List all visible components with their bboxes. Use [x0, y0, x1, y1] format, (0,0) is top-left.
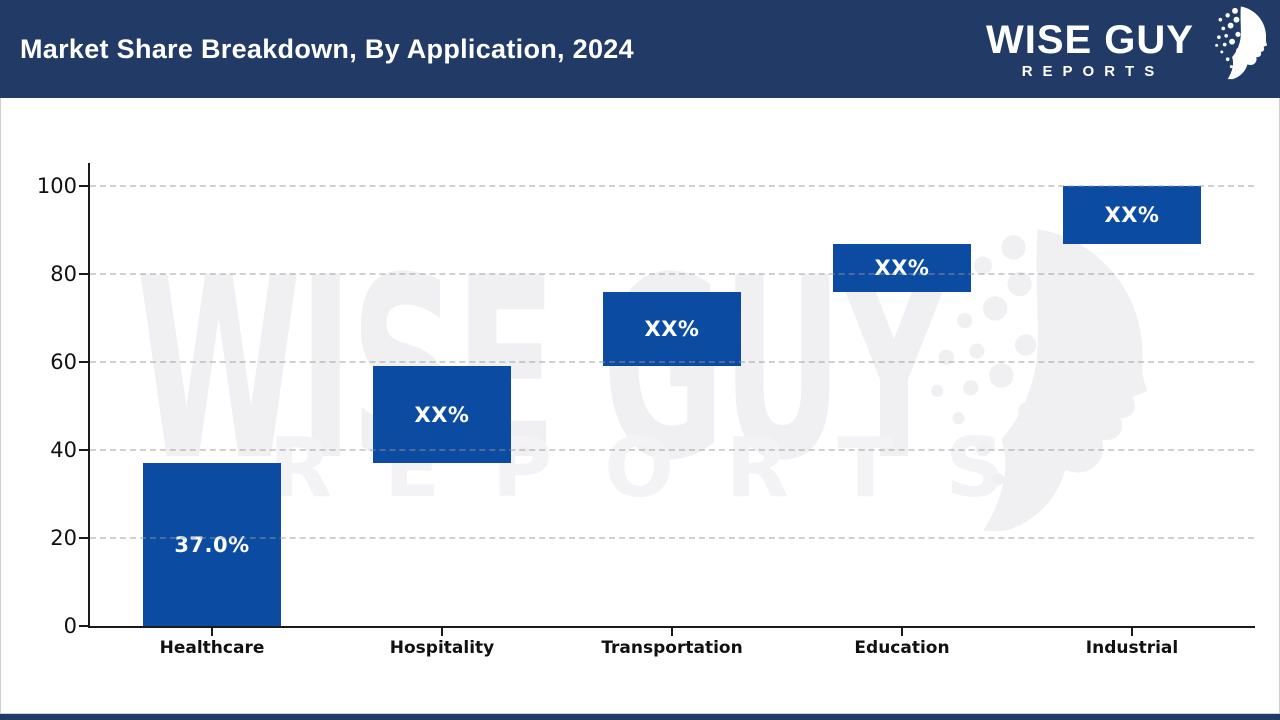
chart-area: WISE GUY REPORTS 0 [0, 98, 1280, 714]
logo-wordmark: WISE GUY [985, 17, 1194, 62]
bar-healthcare: 37.0% [143, 463, 281, 626]
wise-guy-logo: WISE GUY REPORTS [986, 5, 1272, 93]
gridline [90, 273, 1254, 275]
y-tick-mark [79, 273, 89, 275]
gridline [90, 537, 1254, 539]
x-tick-mark [1131, 628, 1133, 636]
x-tick-mark [901, 628, 903, 636]
waterfall-chart: 0 20 40 60 80 100 Healthcare Hospitality Transpo… [1, 98, 1279, 713]
x-tick-mark [211, 628, 213, 636]
x-category-label: Hospitality [389, 638, 495, 658]
x-category-label: Transportation [601, 638, 743, 658]
y-tick-mark [79, 185, 89, 187]
y-tick-label: 0 [63, 614, 77, 638]
bar-value-label: XX% [874, 256, 930, 281]
y-tick-label: 60 [50, 350, 77, 374]
gridline [90, 361, 1254, 363]
bar-value-label: XX% [414, 402, 470, 427]
bar-transportation: XX% [603, 292, 741, 367]
y-tick-label: 80 [50, 262, 77, 286]
y-tick-mark [79, 537, 89, 539]
logo-subtext: REPORTS [1021, 62, 1165, 80]
logo-text: WISE GUY REPORTS [986, 20, 1194, 79]
bar-value-label: XX% [1104, 203, 1160, 228]
gridline [90, 185, 1254, 187]
y-tick-mark [79, 625, 89, 627]
header: Market Share Breakdown, By Application, … [0, 0, 1280, 98]
bar-hospitality: XX% [373, 366, 511, 464]
footer-bar [0, 714, 1280, 720]
x-tick-mark [441, 628, 443, 636]
y-tick-label: 20 [50, 526, 77, 550]
logo-head-icon [1215, 6, 1268, 80]
bar-education: XX% [833, 244, 971, 293]
x-category-label: Industrial [1085, 638, 1179, 658]
x-tick-mark [671, 628, 673, 636]
page-title: Market Share Breakdown, By Application, … [20, 33, 634, 64]
bar-value-label: XX% [644, 317, 700, 342]
bar-industrial: XX% [1063, 186, 1201, 245]
x-category-label: Education [854, 638, 950, 658]
gridline [90, 449, 1254, 451]
x-axis [88, 626, 1255, 628]
y-tick-label: 40 [50, 438, 77, 462]
bar-value-label: 37.0% [174, 532, 250, 557]
y-tick-mark [79, 449, 89, 451]
y-tick-mark [79, 361, 89, 363]
x-category-label: Healthcare [159, 638, 265, 658]
y-axis [88, 163, 90, 628]
y-tick-label: 100 [36, 174, 77, 198]
